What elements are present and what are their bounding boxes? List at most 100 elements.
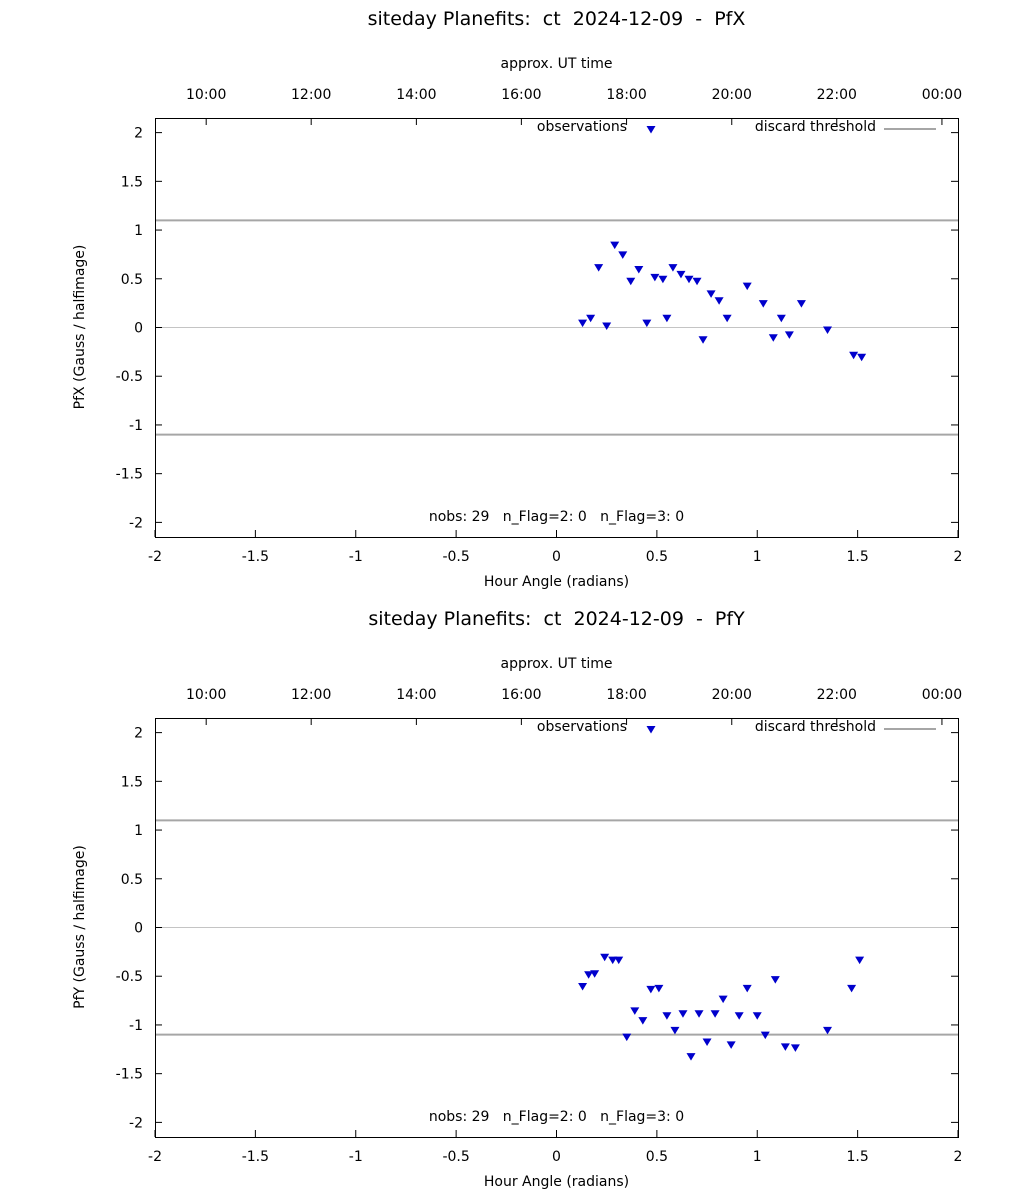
y-tick-label: 2 [134,726,143,742]
x-tick-label: -2 [148,549,162,565]
data-point [586,314,596,323]
data-point [726,1041,736,1049]
data-point [622,1033,632,1042]
x-tick-label: 2 [954,1149,963,1165]
data-point [594,264,604,272]
top-tick-label: 16:00 [501,687,541,703]
top-tick-label: 18:00 [606,687,646,703]
data-point [614,956,624,965]
data-point [692,277,702,286]
data-point [734,1012,744,1020]
y-tick-label: -2 [129,1115,143,1131]
data-point [678,1010,688,1018]
data-point [847,984,857,993]
data-point [823,1026,833,1035]
data-point [638,1017,648,1025]
data-point [684,275,694,284]
y-tick-label: 0 [134,321,143,337]
x-tick-label: 1.5 [846,1149,868,1165]
data-point [768,334,778,342]
data-point [662,314,672,323]
top-tick-label: 22:00 [817,687,857,703]
data-point [780,1043,790,1051]
data-point [662,1012,672,1020]
pfy-plot-area: -2 -1.5 -1 -0.5 0 0.5 1 1.5 2 -2 -1.5 -1 -0.5 0 0.5 1 1.… [116,687,963,1165]
y-tick-label: 0 [134,921,143,937]
data-point [752,1012,762,1020]
data-point [642,319,652,328]
data-point [710,1010,720,1018]
top-tick-label: 00:00 [922,87,962,103]
y-tick-label: 0.5 [121,872,143,888]
legend-observations-label: observations [536,119,627,135]
page-title: siteday Planefits: ct 2024-12-09 - PfX [367,8,746,30]
data-point [668,264,678,272]
y-tick-label: -0.5 [116,969,143,985]
data-point [626,277,636,286]
y-tick-label: -0.5 [116,369,143,385]
x-tick-label: -0.5 [442,1149,469,1165]
top-tick-label: 10:00 [186,687,226,703]
x-tick-label: 1 [753,549,762,565]
x-tick-label: -1.5 [242,1149,269,1165]
top-tick-label: 20:00 [712,87,752,103]
data-point [654,984,664,993]
data-point [618,251,628,259]
top-tick-label: 10:00 [186,87,226,103]
top-tick-label: 18:00 [606,87,646,103]
data-point [634,266,644,274]
data-point [706,290,716,298]
y-tick-label: 0.5 [121,272,143,288]
data-point [578,319,588,328]
x-tick-label: 0.5 [646,549,668,565]
legend-observations-label: observations [536,719,627,735]
top-tick-label: 20:00 [712,687,752,703]
y-tick-label: 1 [134,223,143,239]
x-tick-label: 0 [552,549,561,565]
data-point [714,297,724,305]
x-tick-label: -2 [148,1149,162,1165]
y-tick-label: -1 [129,418,143,434]
data-point [630,1007,640,1015]
y-tick-label: -1.5 [116,467,143,483]
data-point [760,1031,770,1040]
data-point [776,314,786,323]
x-tick-label: 0 [552,1149,561,1165]
data-point [722,314,732,323]
legend-observations-marker-icon [646,726,656,734]
y-tick-label: -1.5 [116,1067,143,1083]
data-point [694,1010,704,1018]
x-tick-label: 1.5 [846,549,868,565]
data-point [823,326,833,334]
page-title: siteday Planefits: ct 2024-12-09 - PfY [368,608,745,630]
top-tick-label: 22:00 [817,87,857,103]
data-point [600,953,610,962]
x-axis-label: Hour Angle (radians) [483,1174,630,1190]
data-point [796,300,806,308]
data-point [742,282,752,291]
x-tick-label: 1 [753,1149,762,1165]
data-point [650,273,660,282]
data-point [758,300,768,308]
y-tick-label: -1 [129,1018,143,1034]
nobs-annotation: nobs: 29 n_Flag=2: 0 n_Flag=3: 0 [428,1109,685,1125]
data-point [584,971,594,979]
data-point [702,1038,712,1047]
data-point [610,241,620,250]
legend-threshold-label: discard threshold [754,119,876,135]
data-point [698,336,708,344]
x-tick-label: 0.5 [646,1149,668,1165]
data-point [718,995,728,1004]
chart-pfy: siteday Planefits: ct 2024-12-09 - PfY a… [0,600,1024,1200]
top-axis-label: approx. UT time [500,56,613,72]
y-tick-label: 2 [134,126,143,142]
x-axis-label: Hour Angle (radians) [483,574,630,590]
legend-observations-marker-icon [646,126,656,134]
data-point [646,985,656,994]
data-point [590,970,600,978]
legend-threshold-label: discard threshold [754,719,876,735]
top-tick-label: 14:00 [396,687,436,703]
x-tick-label: -1.5 [242,549,269,565]
chart-pfx: siteday Planefits: ct 2024-12-09 - PfX a… [72,8,962,590]
top-tick-label: 16:00 [501,87,541,103]
